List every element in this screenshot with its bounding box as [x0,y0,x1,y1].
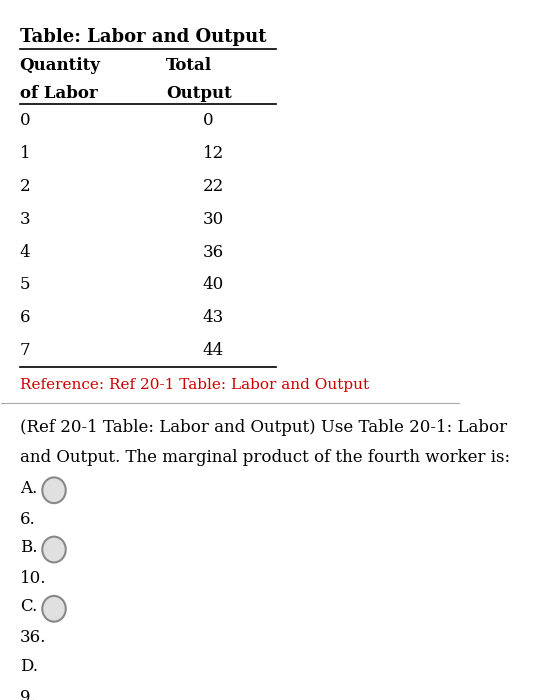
Text: 36.: 36. [20,629,46,646]
Ellipse shape [43,655,66,681]
Text: 6.: 6. [20,511,35,528]
Text: 22: 22 [203,178,224,195]
Text: 7: 7 [20,342,31,359]
Text: 36: 36 [203,244,224,260]
Text: 40: 40 [203,276,224,293]
Text: 9.: 9. [20,689,35,700]
Text: 0: 0 [203,112,213,130]
Text: 6: 6 [20,309,30,326]
Text: 10.: 10. [20,570,46,587]
Text: 2: 2 [20,178,31,195]
Text: of Labor: of Labor [20,85,98,102]
Text: D.: D. [20,658,38,675]
Text: 0: 0 [20,112,31,130]
Text: (Ref 20-1 Table: Labor and Output) Use Table 20-1: Labor: (Ref 20-1 Table: Labor and Output) Use T… [20,419,507,436]
Text: B.: B. [20,539,37,556]
Text: Total: Total [166,57,212,74]
Text: C.: C. [20,598,37,615]
Text: and Output. The marginal product of the fourth worker is:: and Output. The marginal product of the … [20,449,510,466]
Text: 43: 43 [203,309,224,326]
Text: Table: Labor and Output: Table: Labor and Output [20,29,266,46]
Ellipse shape [43,477,66,503]
Text: Reference: Ref 20-1 Table: Labor and Output: Reference: Ref 20-1 Table: Labor and Out… [20,378,369,392]
Ellipse shape [43,596,66,622]
Text: 3: 3 [20,211,31,228]
Text: 1: 1 [20,145,31,162]
Text: 4: 4 [20,244,31,260]
Text: 12: 12 [203,145,224,162]
Text: 44: 44 [203,342,224,359]
Text: Quantity: Quantity [20,57,101,74]
Text: 5: 5 [20,276,30,293]
Text: Output: Output [166,85,232,102]
Text: A.: A. [20,480,37,497]
Ellipse shape [43,537,66,562]
Text: 30: 30 [203,211,224,228]
